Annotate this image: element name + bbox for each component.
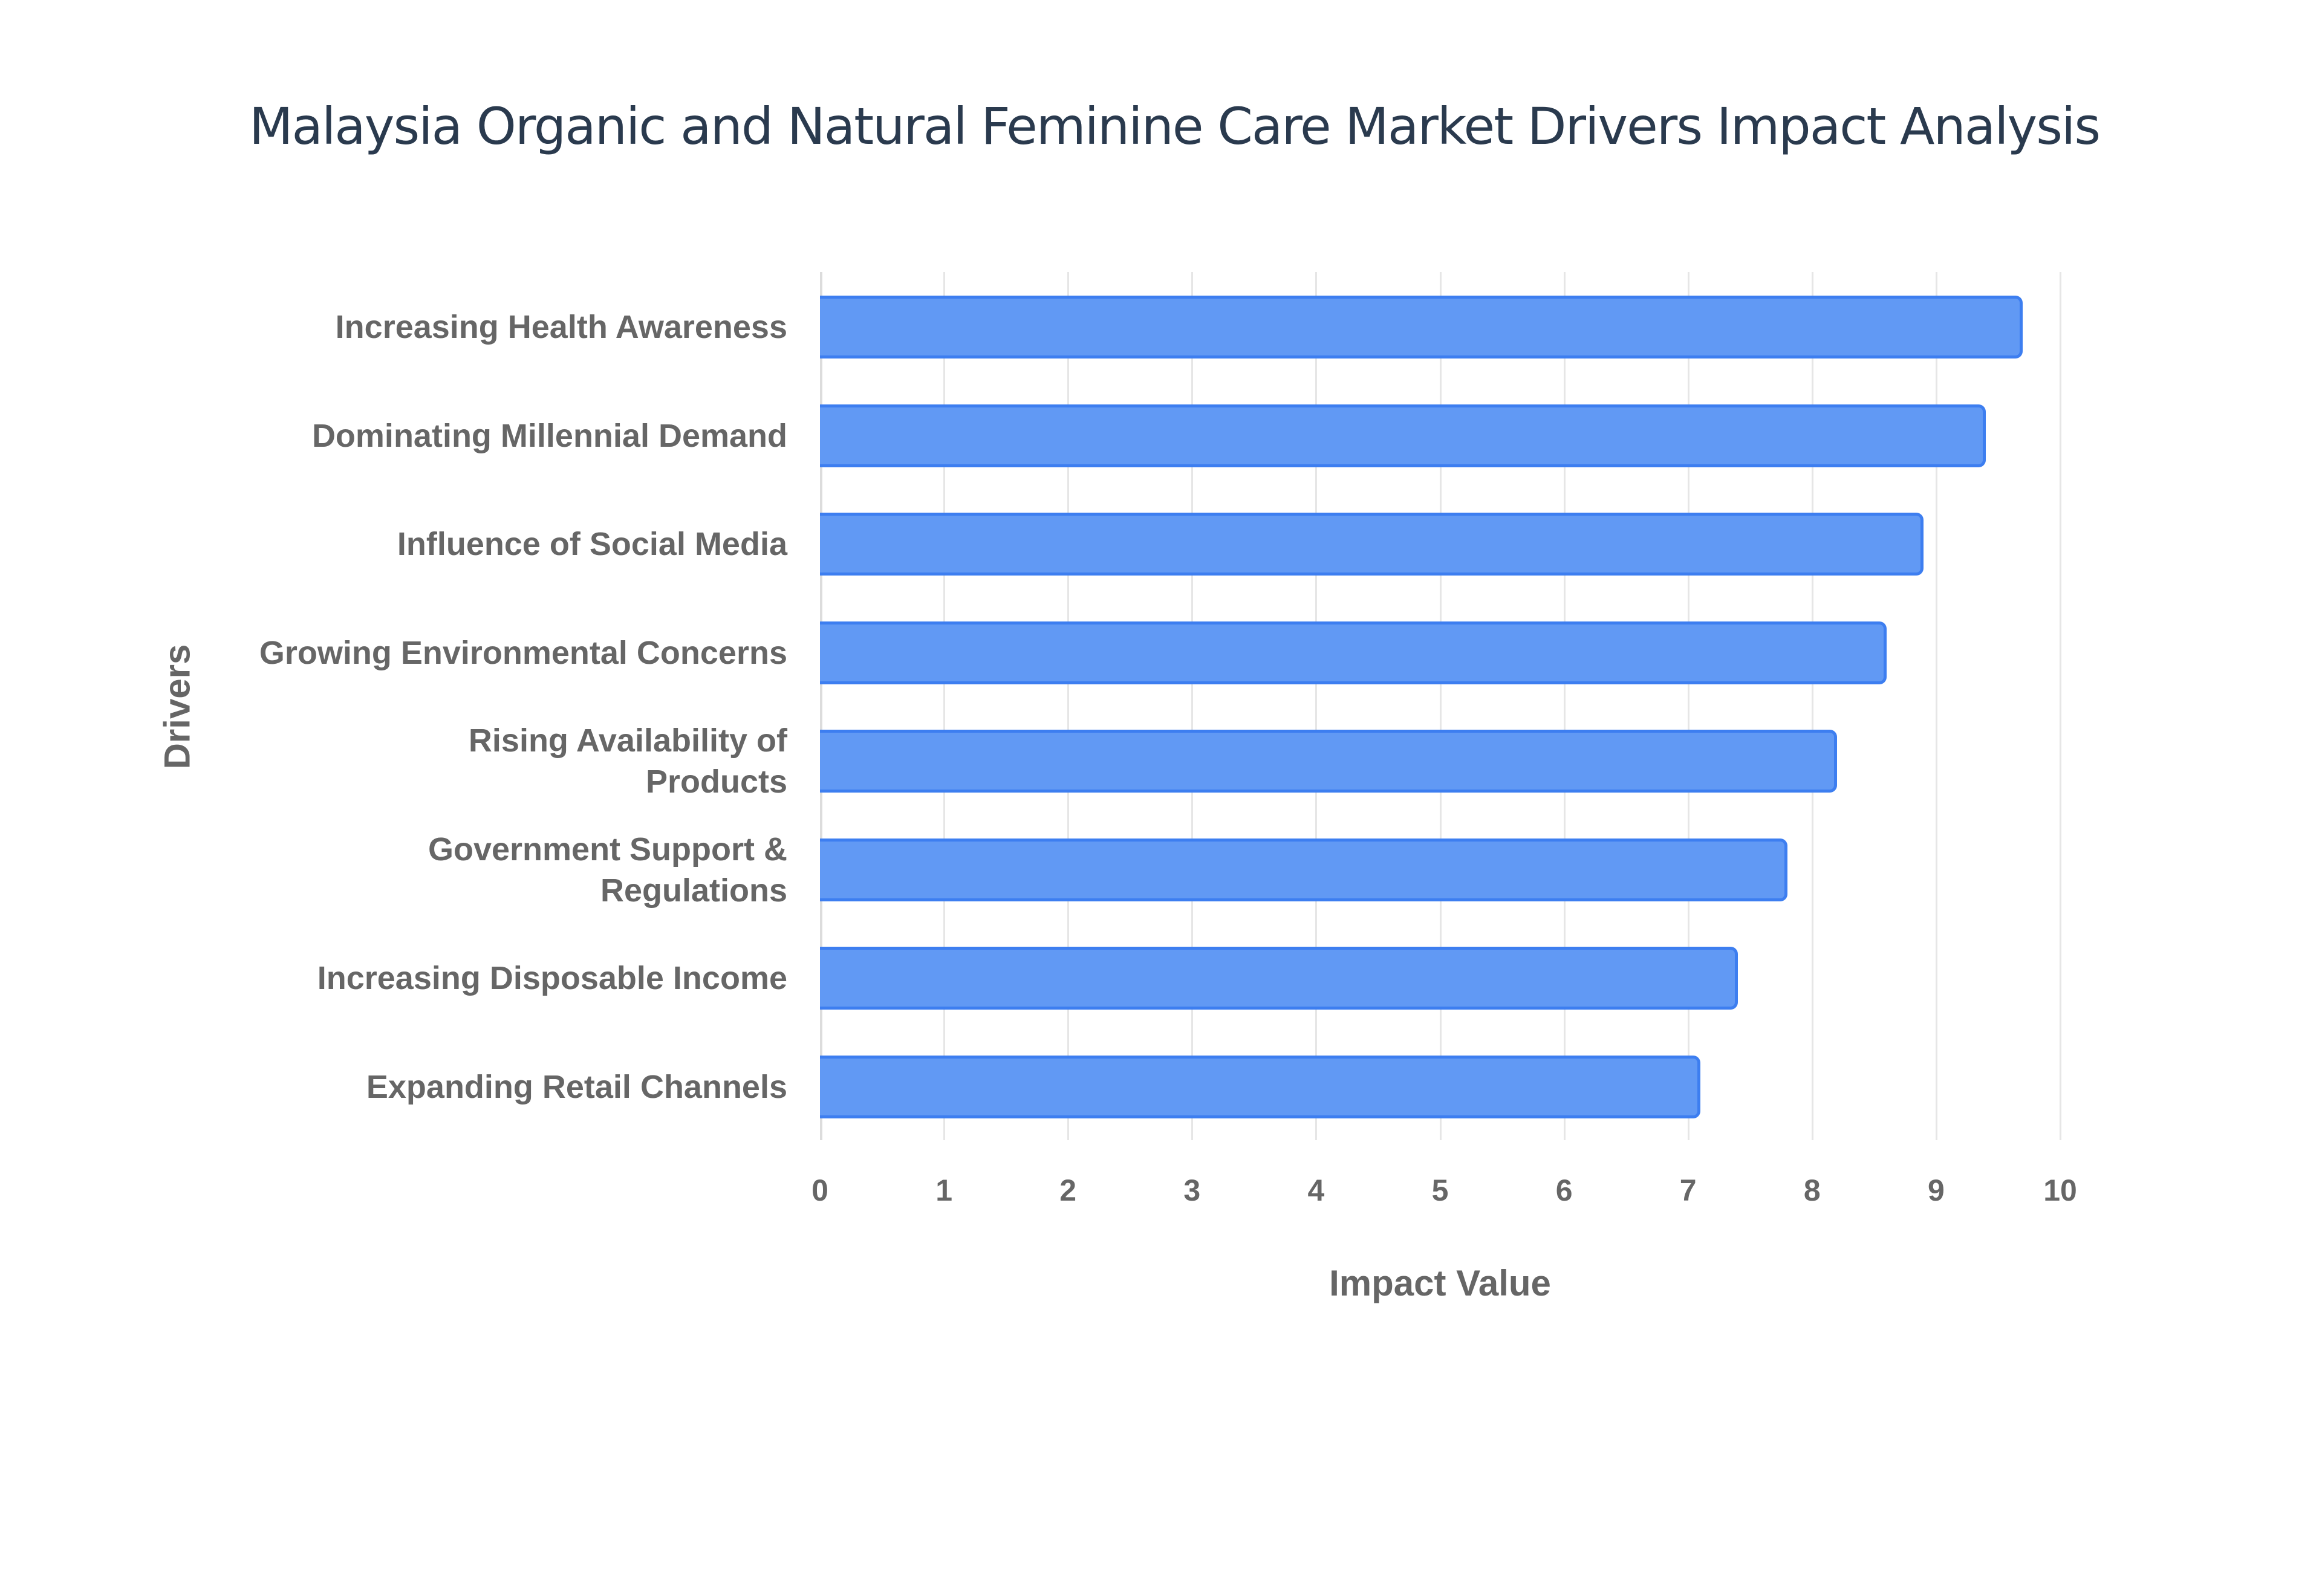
- gridline: [1315, 272, 1318, 1140]
- x-tick-label: 9: [1927, 1173, 1945, 1207]
- bar[interactable]: [820, 838, 1787, 901]
- bar[interactable]: [820, 404, 1986, 467]
- gridline: [1191, 272, 1194, 1140]
- plot-area: [820, 272, 2061, 1140]
- x-tick-label: 0: [811, 1173, 828, 1207]
- bar[interactable]: [820, 1055, 1701, 1118]
- category-label: Dominating Millennial Demand: [311, 417, 787, 454]
- x-axis-title: Impact Value: [1329, 1263, 1551, 1303]
- gridline: [943, 272, 946, 1140]
- x-tick-label: 4: [1307, 1173, 1325, 1207]
- x-tick-label: 3: [1183, 1173, 1201, 1207]
- gridline: [2060, 272, 2061, 1140]
- category-label: Rising Availability of Products: [468, 722, 787, 800]
- chart-title: Malaysia Organic and Natural Feminine Ca…: [249, 97, 2101, 156]
- x-tick-label: 7: [1679, 1173, 1697, 1207]
- bar[interactable]: [820, 296, 2023, 358]
- gridline: [1935, 272, 1937, 1140]
- gridline: [1687, 272, 1689, 1140]
- x-tick-label: 1: [935, 1173, 952, 1207]
- category-label: Increasing Health Awareness: [335, 309, 787, 345]
- category-label: Government Support & Regulations: [428, 831, 787, 909]
- gridline: [1563, 272, 1566, 1140]
- category-label: Increasing Disposable Income: [317, 960, 787, 996]
- zero-line: [820, 272, 822, 1140]
- bar[interactable]: [820, 947, 1738, 1010]
- bar[interactable]: [820, 621, 1887, 684]
- gridline: [1811, 272, 1813, 1140]
- x-tick-label: 2: [1059, 1173, 1077, 1207]
- x-tick-label: 8: [1803, 1173, 1821, 1207]
- category-label: Growing Environmental Concerns: [259, 634, 787, 671]
- x-tick-label: 10: [2043, 1173, 2077, 1207]
- x-tick-label: 6: [1555, 1173, 1573, 1207]
- gridline: [1439, 272, 1442, 1140]
- category-label: Expanding Retail Channels: [366, 1068, 787, 1105]
- x-tick-label: 5: [1431, 1173, 1449, 1207]
- gridline: [1067, 272, 1070, 1140]
- category-label: Influence of Social Media: [397, 526, 787, 562]
- bar[interactable]: [820, 730, 1837, 793]
- bar[interactable]: [820, 513, 1924, 576]
